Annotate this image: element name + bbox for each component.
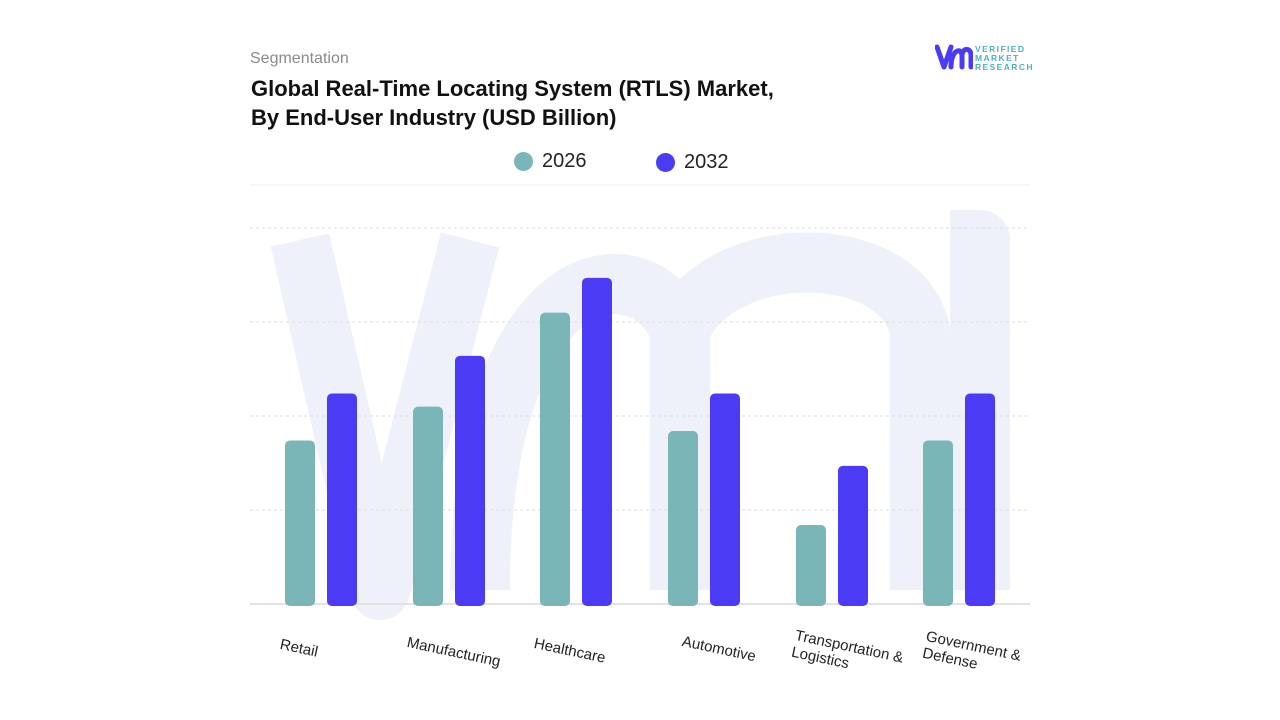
legend-item-2032: 2032 [656,151,729,174]
bar-2032-4 [838,465,868,606]
bar-2032-5 [965,393,995,606]
bar-2026-5 [923,440,953,606]
segment-label: Segmentation [250,50,349,67]
vmr-logo-icon [935,44,973,70]
bar-2032-3 [710,393,740,606]
bar-2032-2 [582,277,612,606]
legend-item-2026: 2026 [514,150,587,173]
legend: 2026 2032 [0,150,1280,176]
bar-2026-4 [796,525,826,606]
bar-2026-3 [668,431,698,606]
bar-2026-1 [413,406,443,606]
legend-label: 2032 [684,151,729,173]
title-line-2: By End-User Industry (USD Billion) [251,105,617,130]
chart-title: Global Real-Time Locating System (RTLS) … [251,74,774,132]
watermark [270,210,1010,620]
title-line-1: Global Real-Time Locating System (RTLS) … [251,76,774,101]
legend-label: 2026 [542,150,587,172]
bar-2026-0 [285,440,315,606]
logo-text-line: VERIFIED [975,44,1026,54]
logo-text: VERIFIED MARKET RESEARCH [975,45,1034,72]
bar-2032-1 [455,355,485,606]
legend-swatch [514,152,533,171]
bar-2032-0 [327,393,357,606]
bar-2026-2 [540,312,570,606]
logo-text-line: RESEARCH [975,62,1034,72]
logo-text-line: MARKET [975,53,1020,63]
legend-swatch [656,153,675,172]
